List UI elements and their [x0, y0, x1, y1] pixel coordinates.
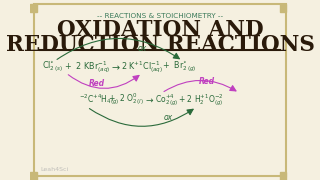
- Text: -- REACTIONS & STOICHIOMETRY --: -- REACTIONS & STOICHIOMETRY --: [97, 13, 223, 19]
- Text: ox: ox: [138, 44, 147, 53]
- Bar: [30, 4, 37, 12]
- Text: REDUCTION REACTIONS: REDUCTION REACTIONS: [5, 34, 315, 56]
- Text: $+$  Br$^{\circ}_{2\,(g)}$: $+$ Br$^{\circ}_{2\,(g)}$: [163, 60, 197, 74]
- Text: ox: ox: [164, 113, 173, 122]
- Text: $\rightarrow$: $\rightarrow$: [144, 96, 155, 105]
- Text: Cl$^{\circ}_{2\,(s)}$: Cl$^{\circ}_{2\,(s)}$: [42, 60, 63, 74]
- Text: Leah4Sci: Leah4Sci: [40, 167, 68, 172]
- Text: $+$ 2 H$^{+1}_{2}$O$^{-2}_{(g)}$: $+$ 2 H$^{+1}_{2}$O$^{-2}_{(g)}$: [178, 92, 223, 108]
- Text: 2 K$^{+1}$Cl$^{-1}_{(aq)}$: 2 K$^{+1}$Cl$^{-1}_{(aq)}$: [121, 59, 163, 75]
- Text: Red: Red: [199, 77, 215, 86]
- Text: $^{-2}$C$^{+4}$H$_4{}_{(g)}$: $^{-2}$C$^{+4}$H$_4{}_{(g)}$: [79, 93, 119, 107]
- Text: Red: Red: [89, 79, 105, 88]
- Text: Co$^{+4}_{2\,(g)}$: Co$^{+4}_{2\,(g)}$: [155, 92, 179, 108]
- Bar: [30, 172, 37, 180]
- Text: OXIDATION AND: OXIDATION AND: [57, 19, 263, 41]
- Bar: [280, 4, 286, 12]
- Bar: [280, 172, 286, 180]
- Text: $+$  2 O$^{0}_{2\,(l)}$: $+$ 2 O$^{0}_{2\,(l)}$: [108, 92, 144, 108]
- Text: $+$  2 KBr$^{-1}_{(aq)}$: $+$ 2 KBr$^{-1}_{(aq)}$: [64, 59, 111, 75]
- Text: $\rightarrow$: $\rightarrow$: [110, 62, 121, 72]
